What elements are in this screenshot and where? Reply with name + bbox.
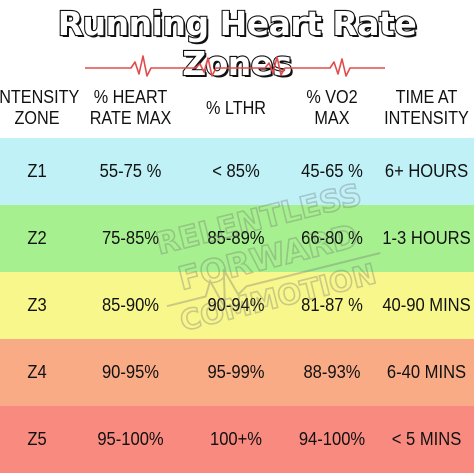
zone-cell: Z2 — [27, 228, 47, 248]
zone-cell: Z5 — [27, 429, 47, 449]
hrmax-cell: 75-85% — [101, 228, 160, 248]
table-row: Z3 85-90% 90-94% 81-87 % 40-90 MINS — [0, 272, 474, 339]
vo2-cell: 88-93% — [303, 362, 361, 382]
vo2-cell: 94-100% — [298, 429, 366, 449]
table-header: INTENSITY ZONE % HEART RATE MAX % LTHR % V… — [0, 80, 474, 136]
header-vo2-max: % VO2 MAX — [306, 87, 358, 128]
table-row: Z5 95-100% 100+% 94-100% < 5 MINS — [0, 406, 474, 473]
header-lthr: % LTHR — [205, 97, 267, 118]
hrmax-cell: 95-100% — [97, 429, 164, 449]
time-cell: 1-3 HOURS — [382, 228, 471, 248]
zone-cell: Z4 — [27, 362, 47, 382]
zone-cell: Z1 — [27, 161, 47, 181]
header-intensity-zone: INTENSITY ZONE — [0, 87, 80, 128]
vo2-cell: 81-87 % — [301, 295, 363, 315]
table-row: Z2 75-85% 85-89% 66-80 % 1-3 HOURS — [0, 205, 474, 272]
vo2-cell: 66-80 % — [301, 228, 363, 248]
time-cell: 6+ HOURS — [384, 161, 469, 181]
heartbeat-line-icon — [85, 55, 385, 77]
hrmax-cell: 55-75 % — [99, 161, 162, 181]
header-time-at-intensity: TIME AT INTENSITY — [384, 87, 469, 128]
table-row: Z1 55-75 % < 85% 45-65 % 6+ HOURS — [0, 138, 474, 205]
lthr-cell: < 85% — [212, 161, 260, 181]
hrmax-cell: 90-95% — [101, 362, 160, 382]
time-cell: 40-90 MINS — [382, 295, 471, 315]
lthr-cell: 95-99% — [207, 362, 265, 382]
header-heart-rate-max: % HEART RATE MAX — [89, 87, 172, 128]
lthr-cell: 90-94% — [207, 295, 265, 315]
time-cell: < 5 MINS — [391, 429, 462, 449]
time-cell: 6-40 MINS — [386, 362, 467, 382]
zone-cell: Z3 — [27, 295, 47, 315]
lthr-cell: 85-89% — [207, 228, 265, 248]
table-row: Z4 90-95% 95-99% 88-93% 6-40 MINS — [0, 339, 474, 406]
lthr-cell: 100+% — [209, 429, 263, 449]
hrmax-cell: 85-90% — [101, 295, 160, 315]
vo2-cell: 45-65 % — [301, 161, 363, 181]
